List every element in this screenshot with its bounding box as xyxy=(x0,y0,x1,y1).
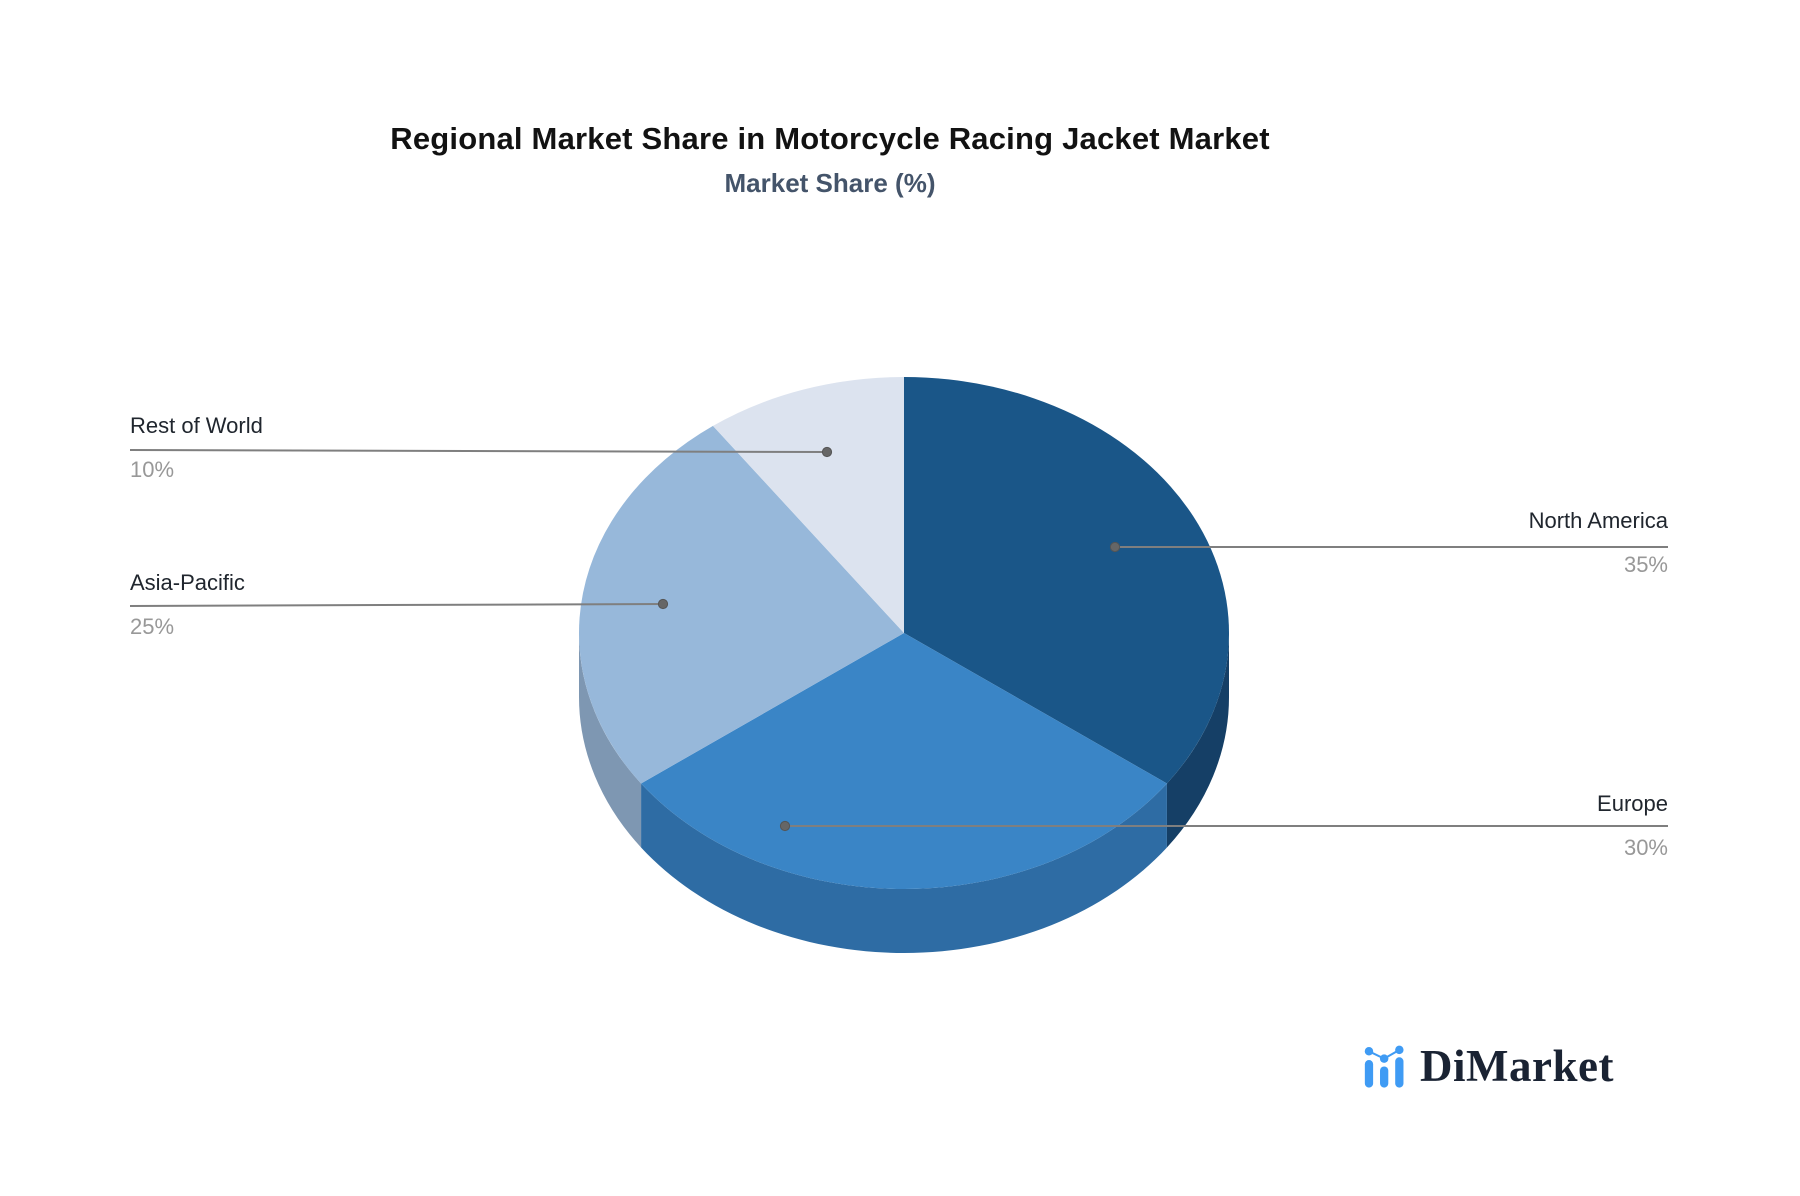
pie-slice-rest-of-world xyxy=(712,377,904,633)
callout-value: 25% xyxy=(130,614,175,639)
callout-north-america: North America 35% xyxy=(1529,510,1668,576)
callout-dot xyxy=(821,446,833,458)
callout-label: Europe xyxy=(1597,791,1668,816)
pie-slice-side xyxy=(641,783,1167,953)
callout-value: 30% xyxy=(1623,835,1668,860)
callout-dot xyxy=(1109,541,1121,553)
pie-slice-europe xyxy=(641,633,1167,889)
callout-dot xyxy=(779,820,791,832)
callout-value: 35% xyxy=(1623,552,1668,577)
chart-title: Regional Market Share in Motorcycle Raci… xyxy=(390,121,1270,156)
dimarket-logo: DiMarket xyxy=(1363,1040,1614,1092)
dimarket-logo-text: DiMarket xyxy=(1420,1041,1614,1091)
pie-slice-asia-pacific xyxy=(579,425,904,784)
pie-slice-side xyxy=(1166,633,1229,848)
callout-europe: Europe 30% xyxy=(1597,793,1668,859)
callout-rest-of-world: Rest of World 10% xyxy=(130,415,263,481)
chart-subtitle: Market Share (%) xyxy=(724,168,936,198)
pie-slice-north-america xyxy=(904,377,1229,784)
callout-label: Rest of World xyxy=(130,413,263,438)
callout-line xyxy=(129,449,828,453)
callout-line xyxy=(129,603,664,607)
pie-slice-side xyxy=(579,633,642,848)
callout-dot xyxy=(657,598,669,610)
callout-asia-pacific: Asia-Pacific 25% xyxy=(130,572,245,638)
dimarket-logo-icon xyxy=(1364,1045,1404,1088)
callout-label: North America xyxy=(1528,508,1668,533)
callout-label: Asia-Pacific xyxy=(130,570,245,595)
callout-value: 10% xyxy=(130,457,175,482)
